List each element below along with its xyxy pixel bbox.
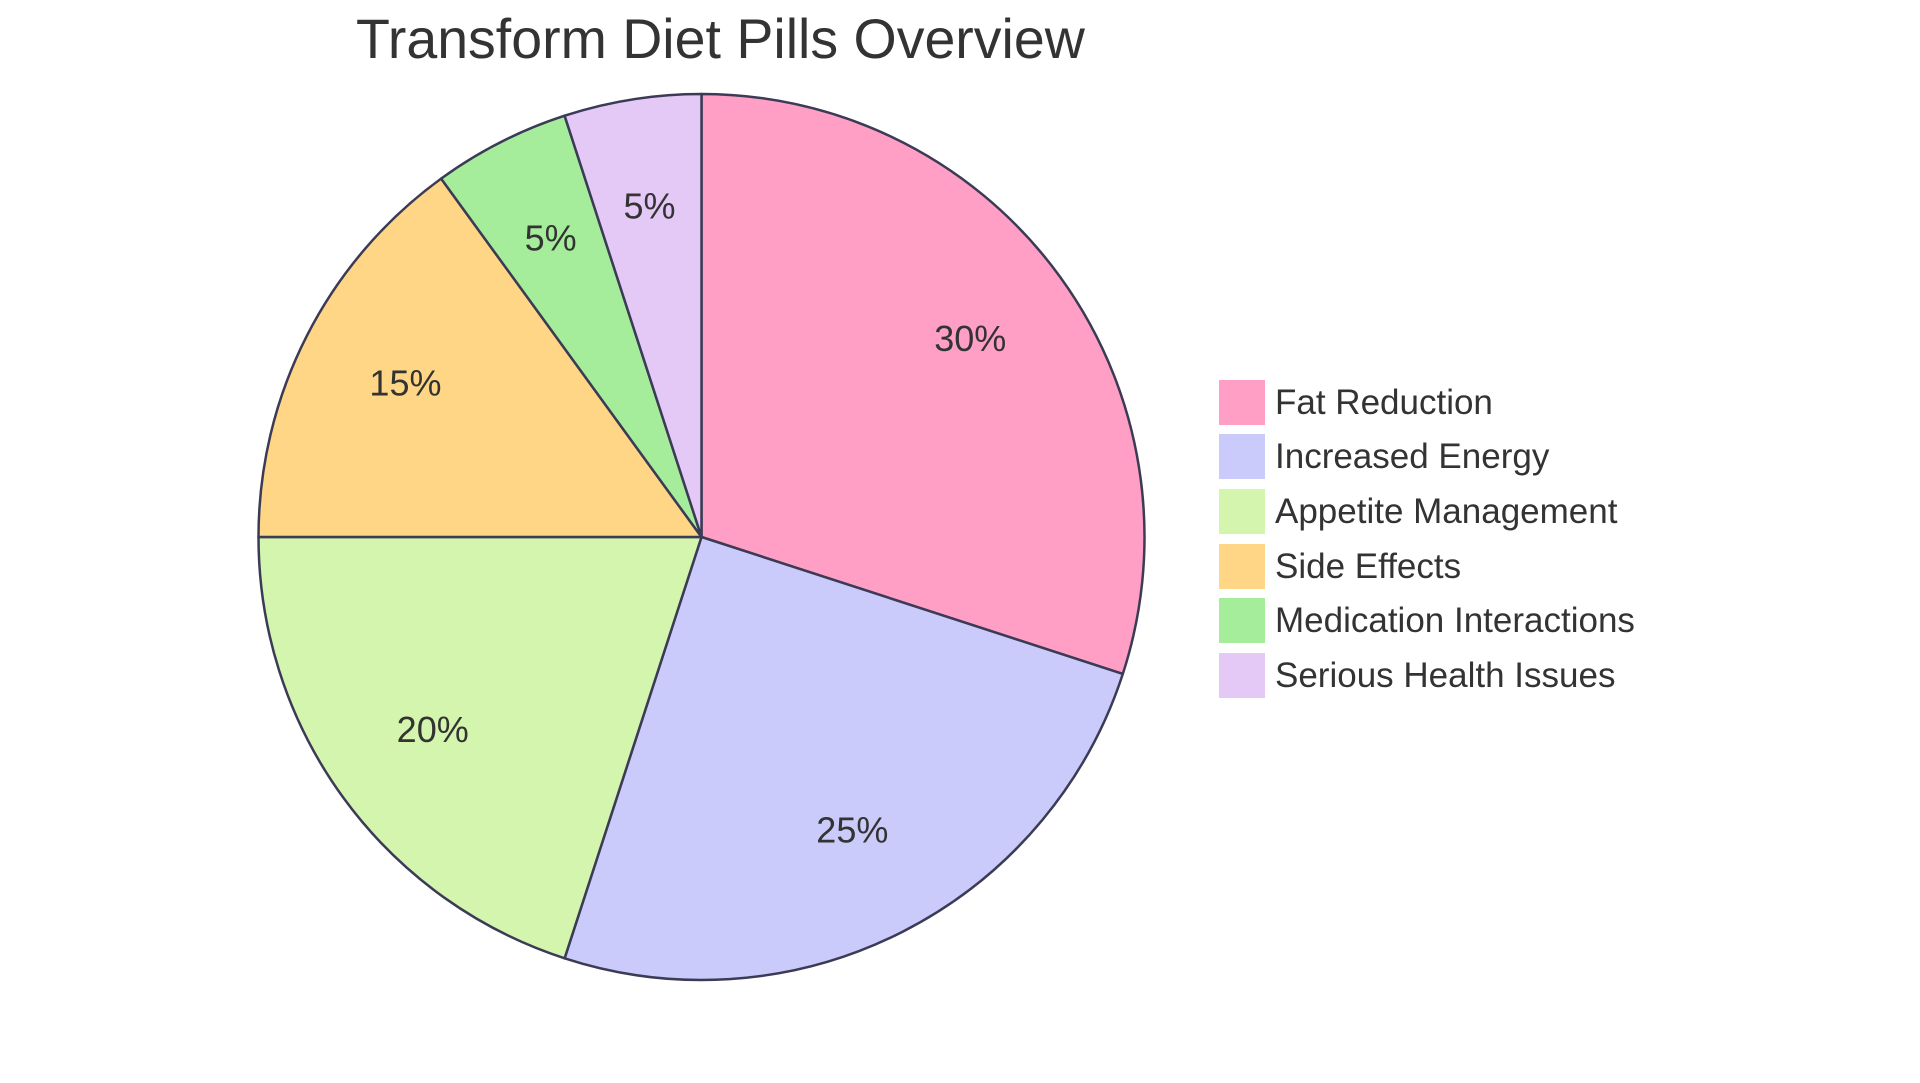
svg-text:30%: 30% (934, 318, 1006, 359)
svg-text:5%: 5% (525, 217, 577, 258)
svg-text:25%: 25% (816, 810, 888, 851)
svg-text:5%: 5% (624, 185, 676, 226)
svg-text:15%: 15% (369, 363, 441, 404)
svg-text:20%: 20% (397, 709, 469, 750)
